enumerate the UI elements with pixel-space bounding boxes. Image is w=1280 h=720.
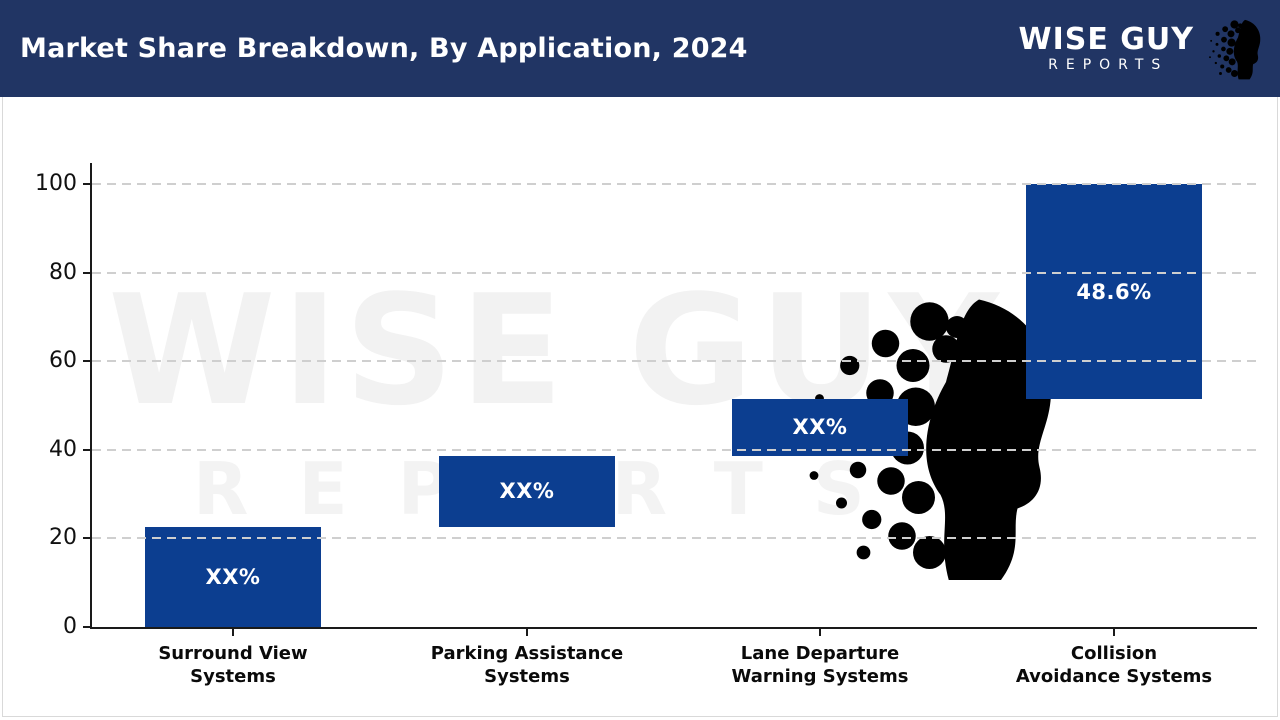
y-tick-mark <box>83 448 90 451</box>
wiseguy-logo: WISE GUY REPORTS <box>1018 11 1270 87</box>
logo-face-icon <box>1209 19 1261 79</box>
y-tick-mark <box>83 183 90 185</box>
category-label-line: Collision <box>1070 643 1158 664</box>
gridline-60 <box>92 360 1256 363</box>
bar-1: XX% <box>145 527 321 627</box>
y-tick-mark <box>83 360 90 363</box>
bar-value-label: 48.6% <box>1076 279 1152 304</box>
category-label-line: Surround View <box>158 643 308 664</box>
x-tick-mark <box>1113 629 1115 636</box>
y-tick-label: 40 <box>49 436 77 462</box>
category-label-line: Avoidance Systems <box>1015 666 1213 687</box>
chart-area: WISE GUY REPORTS 020406080100XX%Surround… <box>2 97 1278 717</box>
y-tick-mark <box>83 537 90 540</box>
x-tick-mark <box>526 629 528 636</box>
category-label-line: Systems <box>190 666 276 687</box>
chart-title: Market Share Breakdown, By Application, … <box>20 33 748 64</box>
bar-4: 48.6% <box>1026 184 1202 400</box>
y-tick-label: 0 <box>63 614 77 639</box>
category-label: Parking Assistance Systems <box>387 642 667 688</box>
header: Market Share Breakdown, By Application, … <box>0 0 1280 97</box>
y-tick-label: 20 <box>49 525 77 551</box>
gridline-80 <box>92 271 1256 274</box>
category-label: Lane Departure Warning Systems <box>680 642 960 688</box>
y-tick-mark <box>83 626 90 628</box>
bar-value-label: XX% <box>499 479 555 504</box>
y-tick-label: 60 <box>49 348 77 374</box>
bar-value-label: XX% <box>205 565 261 590</box>
category-label-line: Parking Assistance <box>430 643 624 664</box>
logo-text: WISE GUY REPORTS <box>1018 22 1194 74</box>
logo-subtitle: REPORTS <box>1048 57 1169 73</box>
gridline-20 <box>92 537 1256 540</box>
bar-value-label: XX% <box>792 415 848 440</box>
x-tick-mark <box>232 629 234 636</box>
category-label-line: Systems <box>484 666 570 687</box>
x-tick-mark <box>819 629 821 636</box>
y-axis-line <box>90 163 92 629</box>
gridline-40 <box>92 448 1256 451</box>
y-tick-mark <box>83 271 90 274</box>
category-label: Collision Avoidance Systems <box>974 642 1254 688</box>
x-axis-line <box>90 627 1257 629</box>
y-tick-label: 80 <box>49 259 77 285</box>
y-tick-label: 100 <box>35 171 77 196</box>
gridline-100 <box>92 183 1256 185</box>
category-label-line: Warning Systems <box>731 666 909 687</box>
plot-area: 0 20 40 60 80 100 XX% Surround View Systems XX% Pa… <box>3 97 1277 716</box>
category-label-line: Lane Departure <box>740 643 900 664</box>
category-label: Surround View Systems <box>93 642 373 688</box>
bar-3: XX% <box>732 399 908 456</box>
logo-name: WISE GUY <box>1018 22 1194 57</box>
bar-2: XX% <box>439 455 615 528</box>
